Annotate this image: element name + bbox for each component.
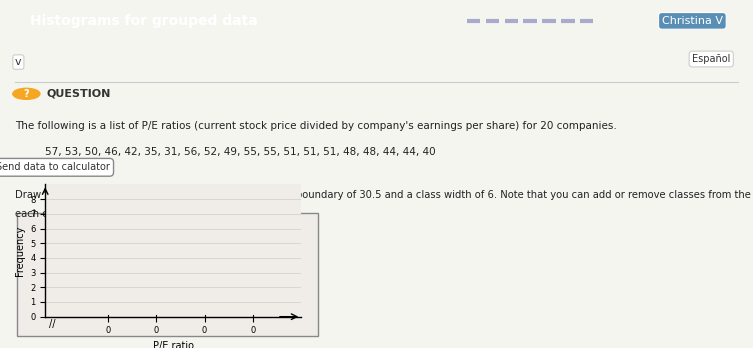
- FancyBboxPatch shape: [17, 213, 318, 336]
- Text: Español: Español: [692, 54, 730, 64]
- Text: Draw the histogram for these data using an initial class boundary of 30.5 and a : Draw the histogram for these data using …: [15, 190, 753, 200]
- Text: each class with its endpoints.: each class with its endpoints.: [15, 209, 163, 219]
- Text: //: //: [49, 319, 56, 329]
- Text: Christina V: Christina V: [662, 16, 723, 26]
- Text: v: v: [15, 57, 22, 67]
- Circle shape: [13, 88, 40, 99]
- Text: Send data to calculator: Send data to calculator: [0, 162, 110, 172]
- Text: The following is a list of P/E ratios (current stock price divided by company's : The following is a list of P/E ratios (c…: [15, 121, 617, 132]
- X-axis label: P/E ratio: P/E ratio: [153, 341, 194, 348]
- Text: ?: ?: [23, 89, 29, 99]
- Y-axis label: Frequency: Frequency: [14, 226, 25, 276]
- Text: Histograms for grouped data: Histograms for grouped data: [30, 14, 258, 28]
- Text: 57, 53, 50, 46, 42, 35, 31, 56, 52, 49, 55, 55, 51, 51, 51, 48, 48, 44, 44, 40: 57, 53, 50, 46, 42, 35, 31, 56, 52, 49, …: [45, 148, 436, 157]
- Text: QUESTION: QUESTION: [47, 89, 111, 99]
- Text: histogram: histogram: [50, 190, 100, 200]
